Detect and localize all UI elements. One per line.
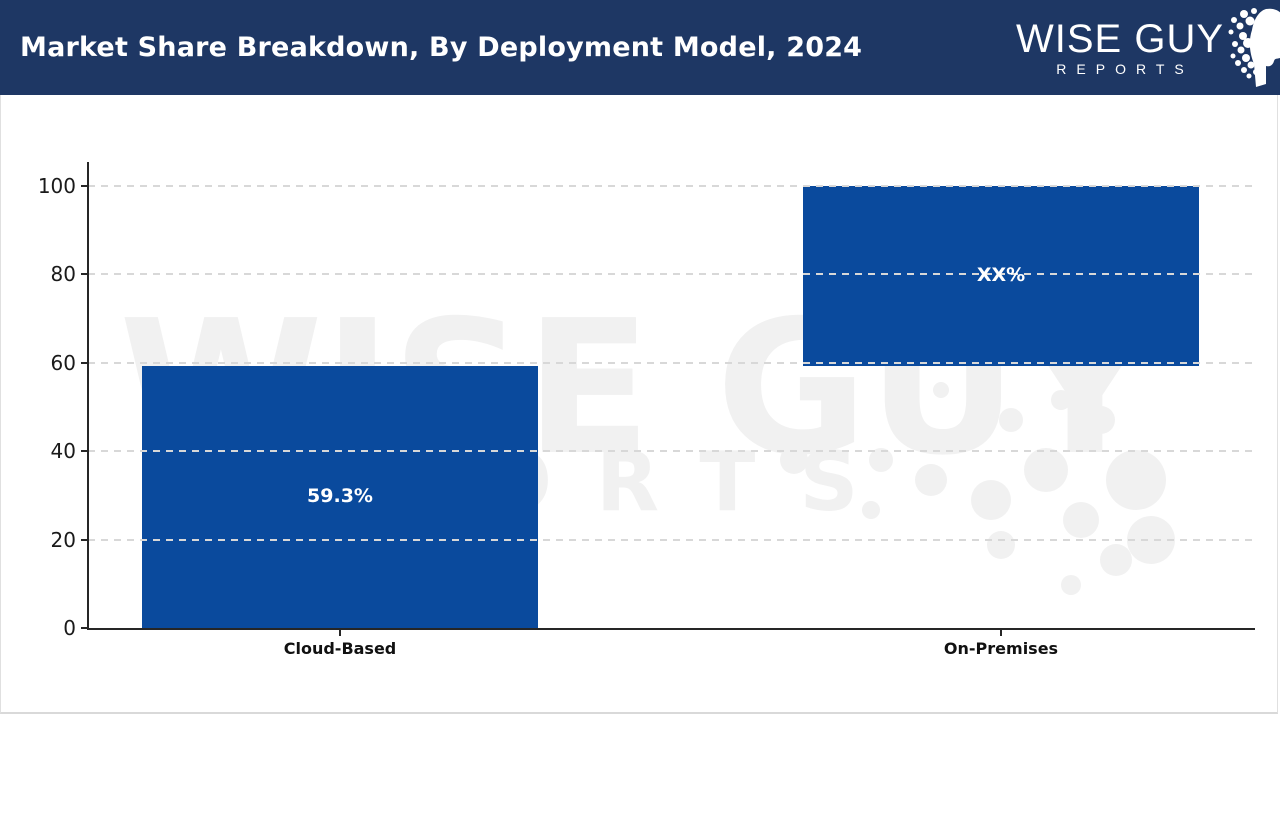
- bar-on-premises: [803, 186, 1199, 366]
- y-tick-mark: [81, 185, 88, 187]
- wise-guy-logo: WISE GUY REPORTS: [1016, 6, 1280, 90]
- x-tick-mark: [339, 630, 341, 636]
- gridline: [88, 273, 1255, 276]
- logo-text: WISE GUY REPORTS: [1016, 19, 1224, 77]
- infographic-root: { "header": { "title": "Market Share Bre…: [0, 0, 1280, 714]
- x-axis-spine: [87, 628, 1255, 630]
- watermark-face-dots: [780, 382, 1175, 595]
- bar-cloud-based: [142, 365, 538, 628]
- bar-chart: 59.3% XX% 0 20 40 60 80 100 Cloud-Based On-Premis…: [0, 95, 1280, 815]
- gridline: [88, 450, 1255, 453]
- gridline: [88, 361, 1255, 364]
- logo-subtitle: REPORTS: [1056, 61, 1194, 77]
- y-tick-label: 80: [50, 262, 76, 287]
- y-tick-mark: [81, 361, 88, 364]
- x-tick-mark: [1000, 630, 1002, 636]
- y-tick-label: 20: [50, 527, 76, 552]
- page-title: Market Share Breakdown, By Deployment Mo…: [20, 32, 863, 63]
- gridline: [88, 185, 1255, 187]
- y-axis-spine: [87, 162, 89, 630]
- bar-value-label: 59.3%: [307, 484, 373, 507]
- y-tick-label: 100: [37, 174, 76, 198]
- logo-wordmark: WISE GUY: [1016, 17, 1225, 61]
- y-tick-label: 40: [50, 439, 76, 464]
- gridline: [88, 538, 1255, 541]
- y-tick-mark: [81, 273, 88, 276]
- y-tick-mark: [81, 627, 88, 629]
- y-tick-label: 0: [63, 616, 76, 640]
- bar-value-label: XX%: [976, 263, 1026, 286]
- header-bar: Market Share Breakdown, By Deployment Mo…: [0, 0, 1280, 95]
- x-category-label-on-premises: On-Premises: [943, 639, 1059, 658]
- logo-face-icon: [1228, 8, 1280, 87]
- y-tick-mark: [81, 538, 88, 541]
- y-tick-mark: [81, 450, 88, 453]
- y-tick-label: 60: [50, 350, 76, 375]
- x-category-label-cloud-based: Cloud-Based: [283, 639, 397, 658]
